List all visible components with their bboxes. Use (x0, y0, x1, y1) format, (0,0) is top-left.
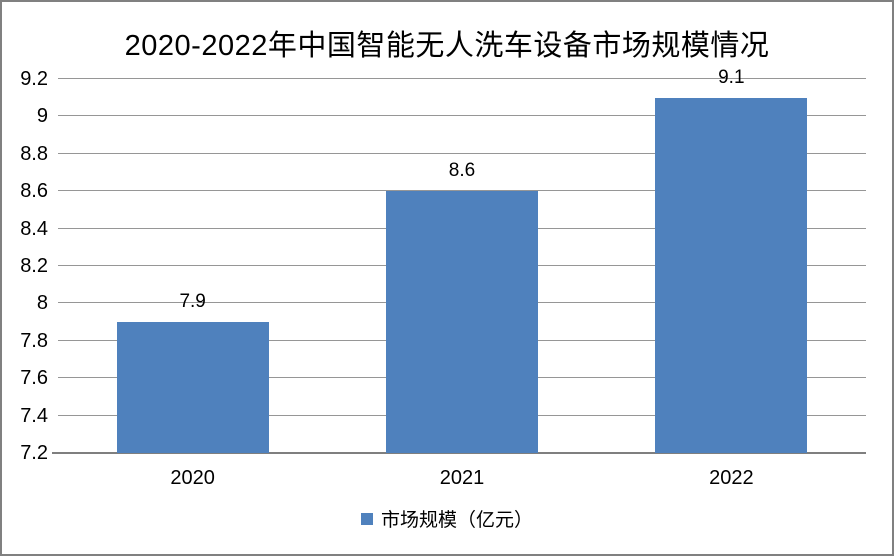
bar-value-label: 9.1 (718, 66, 745, 88)
y-axis-tick-label: 7.8 (20, 329, 48, 352)
gridline (58, 152, 866, 154)
y-axis-tick-label: 7.6 (20, 367, 48, 390)
chart-title: 2020-2022年中国智能无人洗车设备市场规模情况 (124, 30, 770, 62)
bar-2021 (386, 191, 538, 453)
y-axis-tick-label: 8.4 (20, 217, 48, 240)
y-axis-tick-label: 8 (36, 292, 48, 315)
y-axis-tick-label: 9 (36, 105, 48, 128)
y-axis-tick-label: 8.2 (20, 255, 48, 277)
legend-marker-square (360, 512, 373, 525)
y-axis-tick-label: 7.4 (20, 404, 48, 427)
gridline (58, 78, 866, 79)
y-axis-tick-label: 9.2 (20, 68, 48, 90)
bar-value-label: 8.6 (448, 160, 476, 182)
bar-2020 (116, 322, 269, 453)
legend-label: 市场规模（亿元） (380, 510, 533, 531)
y-axis-tick-label: 8.8 (20, 142, 48, 165)
gridline (58, 115, 866, 117)
x-axis-line (52, 452, 866, 454)
y-axis-tick-label: 8.6 (20, 180, 48, 203)
x-axis-category-label: 2020 (170, 467, 215, 489)
bar-2022 (655, 97, 808, 453)
legend: 市场规模（亿元） (2, 505, 892, 532)
x-axis-category-label: 2022 (709, 467, 754, 489)
x-axis-category-label: 2021 (439, 467, 485, 489)
bar-value-label: 7.9 (179, 291, 206, 313)
gridline (58, 190, 866, 192)
y-axis-tick-label: 7.2 (20, 442, 48, 464)
